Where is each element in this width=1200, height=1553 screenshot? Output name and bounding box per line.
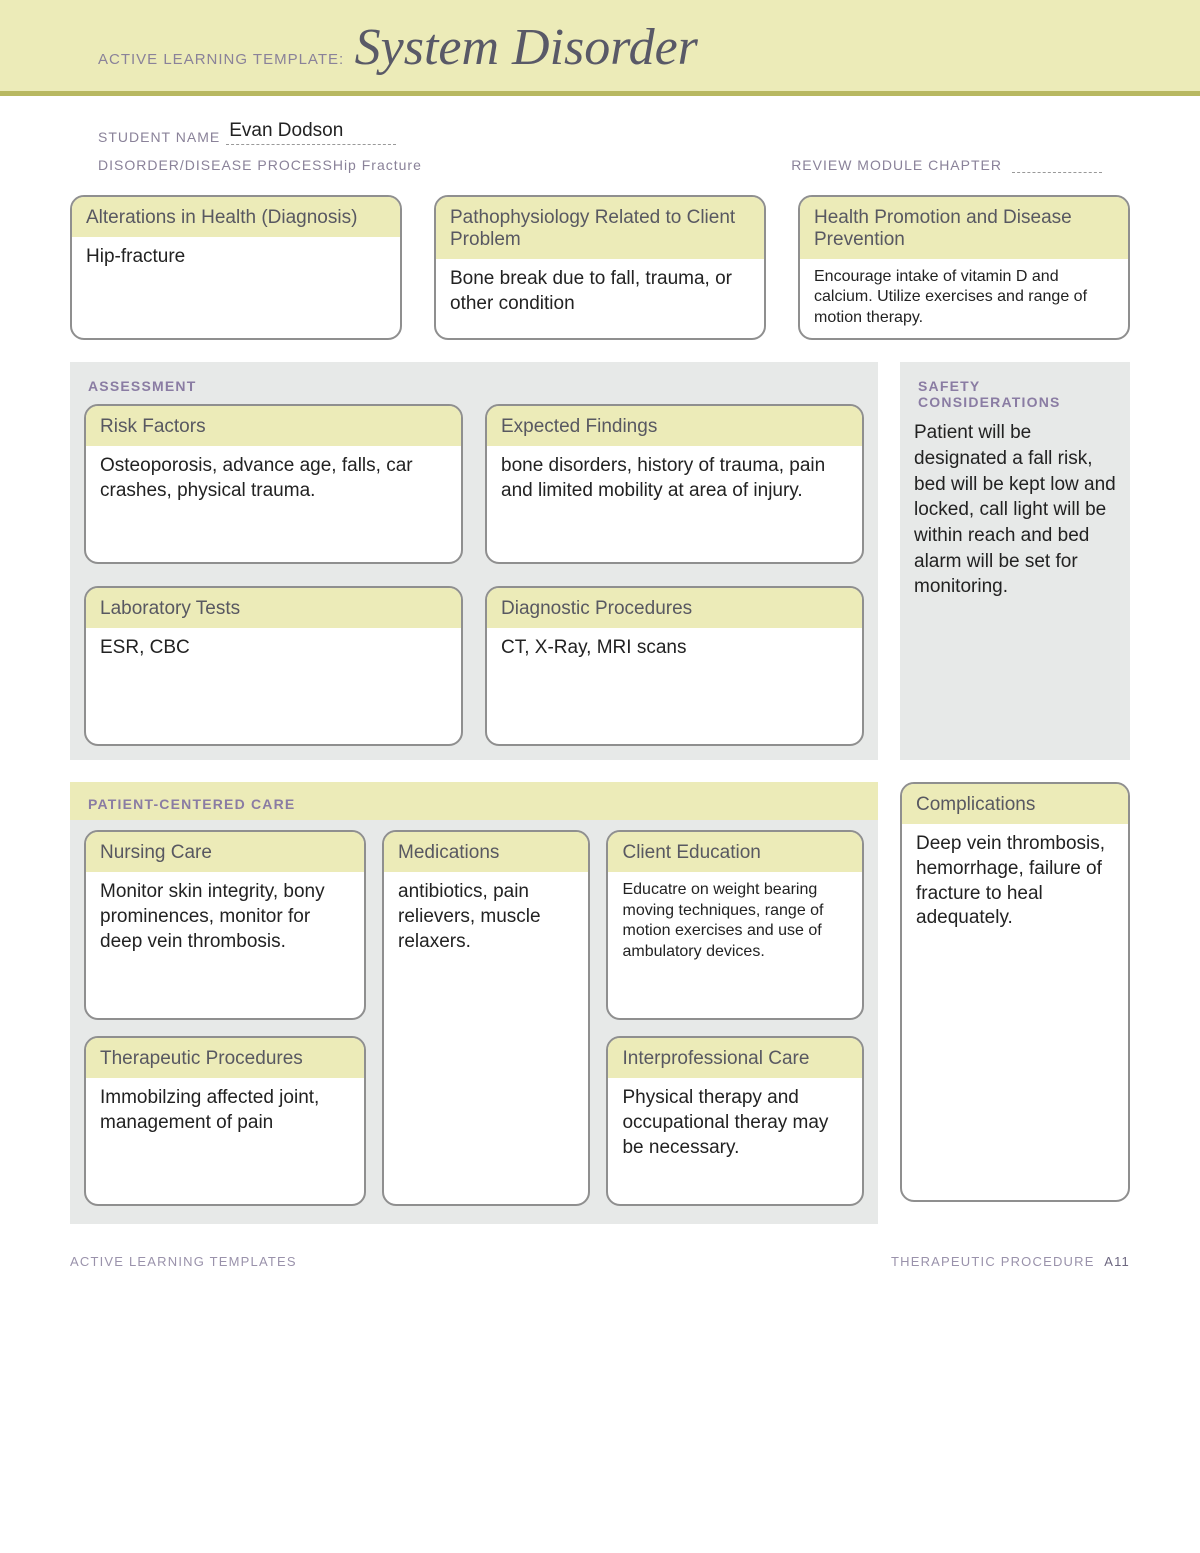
card-title: Complications — [902, 784, 1128, 824]
card-alterations: Alterations in Health (Diagnosis) Hip-fr… — [70, 195, 402, 340]
content: Alterations in Health (Diagnosis) Hip-fr… — [0, 185, 1200, 1224]
card-body: CT, X-Ray, MRI scans — [487, 628, 862, 744]
card-interprofessional-care: Interprofessional Care Physical therapy … — [606, 1036, 864, 1206]
disorder-value: Hip Fracture — [333, 157, 781, 173]
card-body: Immobilzing affected joint, management o… — [86, 1078, 364, 1204]
footer-right-label: THERAPEUTIC PROCEDURE — [891, 1254, 1095, 1269]
footer-code: A11 — [1104, 1254, 1130, 1269]
card-title: Risk Factors — [86, 406, 461, 446]
card-title: Laboratory Tests — [86, 588, 461, 628]
student-name-value: Evan Dodson — [226, 120, 396, 145]
card-body: bone disorders, history of trauma, pain … — [487, 446, 862, 562]
card-title: Pathophysiology Related to Client Proble… — [436, 197, 764, 259]
pcc-section: PATIENT-CENTERED CARE Nursing Care Monit… — [70, 782, 878, 1224]
page: ACTIVE LEARNING TEMPLATE: System Disorde… — [0, 0, 1200, 1319]
section-title: ASSESSMENT — [88, 378, 864, 394]
card-title: Medications — [384, 832, 588, 872]
card-title: Interprofessional Care — [608, 1038, 862, 1078]
section-title: PATIENT-CENTERED CARE — [70, 782, 878, 820]
footer: ACTIVE LEARNING TEMPLATES THERAPEUTIC PR… — [0, 1224, 1200, 1269]
card-complications: Complications Deep vein thrombosis, hemo… — [900, 782, 1130, 1202]
card-medications: Medications antibiotics, pain relievers,… — [382, 830, 590, 1206]
card-laboratory-tests: Laboratory Tests ESR, CBC — [84, 586, 463, 746]
card-expected-findings: Expected Findings bone disorders, histor… — [485, 404, 864, 564]
card-title: Health Promotion and Disease Prevention — [800, 197, 1128, 259]
card-body: Monitor skin integrity, bony prominences… — [86, 872, 364, 1018]
card-body: Bone break due to fall, trauma, or other… — [436, 259, 764, 338]
card-body: Physical therapy and occupational theray… — [608, 1078, 862, 1204]
complications-col: Complications Deep vein thrombosis, hemo… — [900, 782, 1130, 1224]
top-row: Alterations in Health (Diagnosis) Hip-fr… — [70, 195, 1130, 340]
footer-right: THERAPEUTIC PROCEDURE A11 — [891, 1254, 1130, 1269]
review-value — [1012, 155, 1102, 173]
safety-section: SAFETY CONSIDERATIONS Patient will be de… — [900, 362, 1130, 760]
form-header: STUDENT NAME Evan Dodson DISORDER/DISEAS… — [0, 96, 1200, 185]
card-body: Osteoporosis, advance age, falls, car cr… — [86, 446, 461, 562]
card-risk-factors: Risk Factors Osteoporosis, advance age, … — [84, 404, 463, 564]
banner-label: ACTIVE LEARNING TEMPLATE: — [98, 51, 344, 68]
card-pathophysiology: Pathophysiology Related to Client Proble… — [434, 195, 766, 340]
assessment-row: ASSESSMENT Risk Factors Osteoporosis, ad… — [70, 362, 1130, 760]
footer-left: ACTIVE LEARNING TEMPLATES — [70, 1254, 297, 1269]
card-body: Hip-fracture — [72, 237, 400, 338]
card-title: Therapeutic Procedures — [86, 1038, 364, 1078]
card-body: Educatre on weight bearing moving techni… — [608, 872, 862, 1018]
card-title: Nursing Care — [86, 832, 364, 872]
review-label: REVIEW MODULE CHAPTER — [791, 157, 1002, 173]
card-body: Deep vein thrombosis, hemorrhage, failur… — [902, 824, 1128, 1200]
card-title: Diagnostic Procedures — [487, 588, 862, 628]
card-body: antibiotics, pain relievers, muscle rela… — [384, 872, 588, 1204]
card-client-education: Client Education Educatre on weight bear… — [606, 830, 864, 1020]
card-title: Client Education — [608, 832, 862, 872]
pcc-row: PATIENT-CENTERED CARE Nursing Care Monit… — [70, 782, 1130, 1224]
card-diagnostic-procedures: Diagnostic Procedures CT, X-Ray, MRI sca… — [485, 586, 864, 746]
card-nursing-care: Nursing Care Monitor skin integrity, bon… — [84, 830, 366, 1020]
card-body: ESR, CBC — [86, 628, 461, 744]
card-therapeutic-procedures: Therapeutic Procedures Immobilzing affec… — [84, 1036, 366, 1206]
safety-body: Patient will be designated a fall risk, … — [914, 420, 1116, 599]
card-title: Expected Findings — [487, 406, 862, 446]
assessment-section: ASSESSMENT Risk Factors Osteoporosis, ad… — [70, 362, 878, 760]
card-body: Encourage intake of vitamin D and calciu… — [800, 259, 1128, 338]
disorder-label: DISORDER/DISEASE PROCESS — [98, 157, 333, 173]
student-name-label: STUDENT NAME — [98, 129, 220, 145]
section-title: SAFETY CONSIDERATIONS — [918, 378, 1116, 410]
card-title: Alterations in Health (Diagnosis) — [72, 197, 400, 237]
banner: ACTIVE LEARNING TEMPLATE: System Disorde… — [0, 0, 1200, 96]
banner-title: System Disorder — [355, 19, 698, 76]
card-health-promotion: Health Promotion and Disease Prevention … — [798, 195, 1130, 340]
